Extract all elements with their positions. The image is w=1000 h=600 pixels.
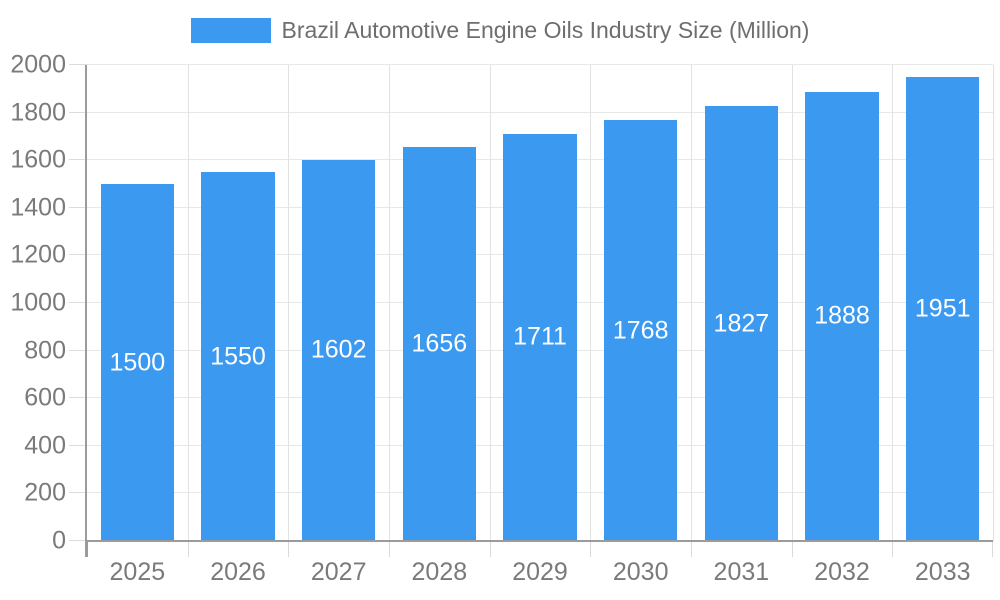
bar-value-label: 1888 (814, 301, 870, 330)
x-axis-labels: 2025 2026 2027 2028 2029 2030 2031 2032 2033 (87, 556, 993, 588)
y-tick-mark (69, 349, 87, 351)
bar-2028[interactable]: 1656 (402, 146, 477, 541)
bar-value-label: 1711 (513, 322, 567, 351)
y-axis-label: 800 (24, 336, 66, 365)
x-tick-mark (992, 542, 993, 557)
bar-value-label: 1602 (310, 335, 367, 364)
y-axis-ticks (69, 64, 87, 541)
y-tick-mark (69, 540, 87, 541)
bar-2027[interactable]: 1602 (301, 159, 376, 541)
x-tick-mark (590, 542, 592, 557)
h-gridline (87, 111, 993, 113)
bar-column: 1500 (87, 65, 188, 541)
bar-column: 1768 (590, 65, 691, 541)
legend-label: Brazil Automotive Engine Oils Industry S… (281, 16, 810, 43)
y-axis-label: 1000 (10, 288, 66, 317)
x-tick-mark (288, 542, 290, 557)
bar-value-label: 1827 (713, 309, 770, 338)
y-tick-mark (69, 397, 87, 399)
y-axis-line (85, 65, 87, 557)
bar-2031[interactable]: 1827 (704, 106, 779, 541)
y-tick-mark (69, 159, 87, 161)
v-gridline (892, 65, 894, 541)
bar-column: 1951 (892, 65, 993, 541)
x-tick-mark (489, 542, 491, 557)
x-axis-label-2028: 2028 (411, 558, 468, 586)
y-tick-mark (69, 206, 87, 208)
y-axis-label: 1400 (10, 193, 66, 222)
x-axis-label-2033: 2033 (914, 558, 971, 586)
x-tick-mark (892, 542, 894, 557)
bar-value-label: 1500 (109, 348, 166, 376)
v-gridline (690, 65, 692, 541)
bar-2032[interactable]: 1888 (805, 91, 879, 541)
y-tick-mark (69, 64, 87, 65)
y-axis-label: 2000 (10, 50, 66, 79)
bar-2025[interactable]: 1500 (100, 184, 175, 541)
x-axis-label-2032: 2032 (814, 558, 870, 586)
x-axis-label-2026: 2026 (210, 558, 266, 586)
bar-value-label: 1951 (914, 294, 971, 323)
bar-column: 1602 (288, 65, 389, 541)
bar-column: 1827 (691, 65, 792, 541)
x-tick-mark (87, 542, 88, 557)
y-tick-mark (69, 111, 87, 113)
bars: 1500 1550 1602 1656 1711 1768 1827 1888 1951 (87, 65, 993, 541)
v-gridline (993, 65, 994, 541)
v-gridline (489, 65, 491, 541)
y-axis-label: 0 (52, 526, 66, 555)
bar-column: 1711 (490, 65, 591, 541)
legend[interactable]: Brazil Automotive Engine Oils Industry S… (0, 14, 1000, 46)
bar-column: 1888 (792, 65, 893, 541)
y-axis-label: 400 (24, 431, 66, 460)
x-axis-label-2030: 2030 (612, 558, 669, 586)
v-gridline (288, 65, 290, 541)
x-tick-mark (690, 542, 692, 557)
x-axis-line (85, 540, 993, 542)
x-axis-label-2029: 2029 (512, 558, 568, 586)
x-tick-mark (388, 542, 390, 557)
plot-area: 1500 1550 1602 1656 1711 1768 1827 1888 1951 (87, 64, 994, 541)
bar-value-label: 1550 (210, 342, 266, 371)
y-axis-label: 1800 (10, 98, 66, 127)
x-axis-ticks (87, 542, 993, 557)
bar-2030[interactable]: 1768 (603, 120, 678, 541)
bar-2029[interactable]: 1711 (503, 133, 577, 541)
bar-2033[interactable]: 1951 (905, 76, 980, 541)
y-axis-labels: 0 200 400 600 800 1000 1200 1400 1600 1800 2000 (0, 52, 66, 553)
v-gridline (388, 65, 390, 541)
v-gridline (590, 65, 592, 541)
bar-column: 1656 (389, 65, 490, 541)
bar-value-label: 1768 (612, 316, 669, 345)
y-axis-label: 200 (24, 478, 66, 507)
y-axis-label: 600 (24, 383, 66, 412)
x-axis-label-2031: 2031 (713, 558, 770, 586)
y-tick-mark (69, 492, 87, 494)
x-axis-label-2027: 2027 (310, 558, 367, 586)
v-gridline (791, 65, 793, 541)
x-tick-mark (187, 542, 189, 557)
y-axis-label: 1600 (10, 145, 66, 174)
legend-swatch-icon (190, 17, 271, 43)
y-tick-mark (69, 302, 87, 303)
x-axis-label-2025: 2025 (109, 558, 166, 586)
y-tick-mark (69, 444, 87, 446)
bar-column: 1550 (188, 65, 289, 541)
bar-value-label: 1656 (411, 329, 468, 358)
x-tick-mark (791, 542, 793, 557)
y-axis-label: 1200 (10, 240, 66, 269)
v-gridline (187, 65, 189, 541)
y-tick-mark (69, 254, 87, 256)
h-gridline (87, 64, 993, 65)
bar-2026[interactable]: 1550 (201, 172, 275, 541)
